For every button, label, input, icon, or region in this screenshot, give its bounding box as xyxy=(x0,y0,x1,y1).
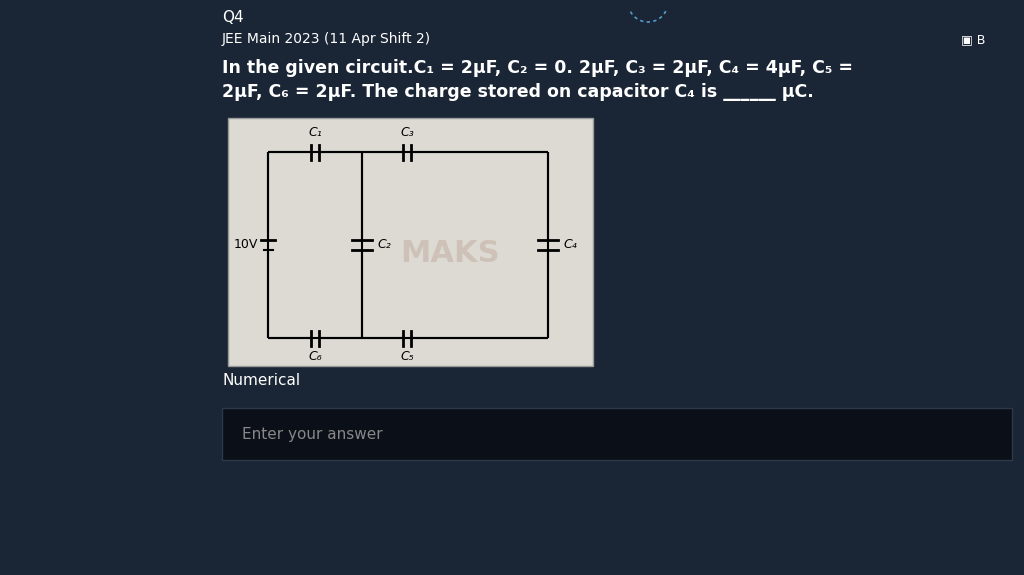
Bar xyxy=(222,408,1012,460)
Text: C₁: C₁ xyxy=(308,126,322,140)
Text: C₅: C₅ xyxy=(400,351,414,363)
Text: 2μF, C₆ = 2μF. The charge stored on capacitor C₄ is ______ μC.: 2μF, C₆ = 2μF. The charge stored on capa… xyxy=(222,83,814,101)
Text: MAKS: MAKS xyxy=(400,239,500,267)
Text: C₄: C₄ xyxy=(563,239,577,251)
Text: C₆: C₆ xyxy=(308,351,322,363)
Text: Q4: Q4 xyxy=(222,10,244,25)
Text: 10V: 10V xyxy=(233,239,258,251)
Text: In the given circuit.C₁ = 2μF, C₂ = 0. 2μF, C₃ = 2μF, C₄ = 4μF, C₅ =: In the given circuit.C₁ = 2μF, C₂ = 0. 2… xyxy=(222,59,853,77)
Text: Numerical: Numerical xyxy=(222,373,300,388)
Bar xyxy=(228,118,593,366)
Text: C₂: C₂ xyxy=(377,239,391,251)
Text: JEE Main 2023 (11 Apr Shift 2): JEE Main 2023 (11 Apr Shift 2) xyxy=(222,32,431,46)
Text: C₃: C₃ xyxy=(400,126,414,140)
Text: ▣ B: ▣ B xyxy=(961,33,985,46)
Text: Enter your answer: Enter your answer xyxy=(242,427,383,442)
